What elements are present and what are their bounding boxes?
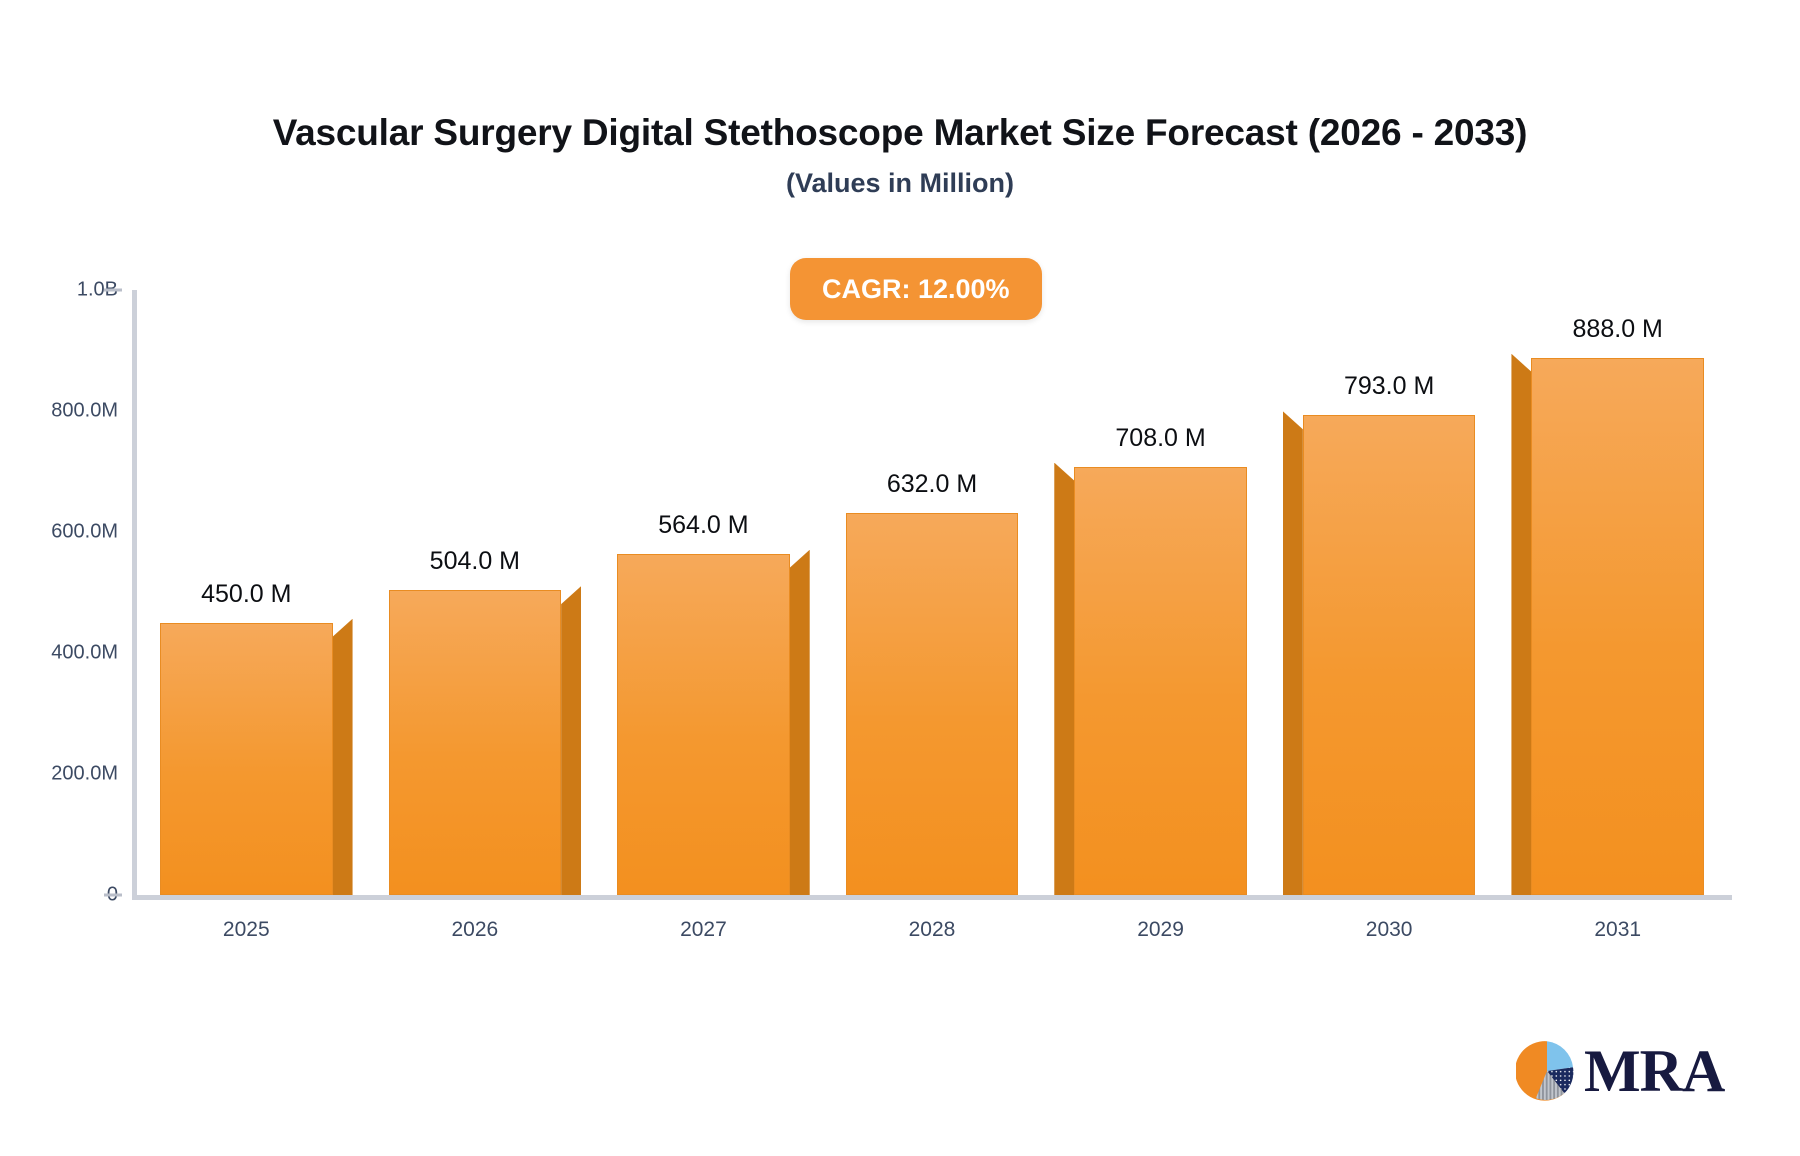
logo-text: MRA — [1584, 1038, 1725, 1104]
bar-face — [1302, 415, 1476, 895]
page-title: Vascular Surgery Digital Stethoscope Mar… — [272, 112, 1528, 153]
y-axis-tick-label: 1.0B — [76, 278, 118, 301]
bar-face — [160, 622, 333, 895]
bar-side-panel — [789, 549, 810, 895]
plot-area: 450.0 M 504.0 M 564.0 M 632.0 M 708.0 M 793.0… — [132, 290, 1732, 900]
y-axis-tick-label: 800.0M — [51, 399, 118, 422]
bar-face — [845, 512, 1019, 895]
bar-face — [1531, 357, 1704, 895]
cagr-badge: CAGR: 12.00% — [790, 258, 1042, 320]
bar-face — [1074, 466, 1247, 895]
x-axis-label-2026: 2026 — [451, 918, 499, 941]
bar-side-panel — [1054, 462, 1075, 895]
x-axis-line — [132, 895, 1732, 900]
x-axis-label-2027: 2027 — [680, 918, 727, 941]
x-axis-label-2030: 2030 — [1365, 918, 1413, 941]
y-axis-line — [132, 290, 137, 898]
bar-series: 450.0 M 504.0 M 564.0 M 632.0 M 708.0 M 793.0… — [132, 290, 1732, 895]
y-axis-tick-mark — [104, 288, 122, 292]
y-axis-tick-label: 600.0M — [51, 520, 118, 543]
bar-2030[interactable]: 793.0 M — [1282, 372, 1476, 895]
bar-value-label: 504.0 M — [429, 547, 521, 576]
x-axis-label-2029: 2029 — [1137, 918, 1184, 941]
bar-value-label: 793.0 M — [1343, 372, 1435, 401]
bar-side-panel — [332, 618, 353, 895]
cagr-badge-label: CAGR: 12.00% — [822, 273, 1010, 304]
bar-side-panel — [1282, 411, 1303, 895]
x-axis-label-2031: 2031 — [1594, 918, 1642, 941]
bar-2031[interactable]: 888.0 M — [1511, 315, 1704, 895]
bar-value-label: 564.0 M — [658, 510, 749, 539]
bar-2026[interactable]: 504.0 M — [388, 547, 582, 895]
pie-chart-logo-mark-icon — [1516, 1041, 1574, 1101]
bar-value-label: 708.0 M — [1115, 423, 1206, 452]
bar-value-label: 888.0 M — [1572, 314, 1663, 343]
bar-face — [617, 553, 790, 895]
bar-2029[interactable]: 708.0 M — [1054, 424, 1247, 895]
y-axis-tick-mark — [104, 893, 122, 897]
bar-2028[interactable]: 632.0 M — [845, 470, 1019, 895]
y-axis-tick-label: 200.0M — [51, 762, 118, 785]
x-axis-label-2025: 2025 — [222, 918, 270, 941]
mra-logo: MRA — [1516, 1038, 1725, 1104]
bar-value-label: 450.0 M — [201, 579, 292, 608]
bar-2027[interactable]: 564.0 M — [617, 511, 810, 895]
x-axis-label-2028: 2028 — [908, 918, 956, 941]
bar-face — [388, 590, 562, 895]
bar-side-panel — [1511, 353, 1532, 895]
bar-side-panel — [561, 586, 582, 895]
bar-2025[interactable]: 450.0 M — [160, 580, 353, 895]
x-axis-labels: 2025 2026 2027 2028 2029 2030 2031 — [132, 918, 1732, 952]
page-subtitle: (Values in Million) — [785, 168, 1015, 198]
y-axis-tick-label: 400.0M — [51, 641, 118, 664]
bar-value-label: 632.0 M — [886, 469, 978, 498]
